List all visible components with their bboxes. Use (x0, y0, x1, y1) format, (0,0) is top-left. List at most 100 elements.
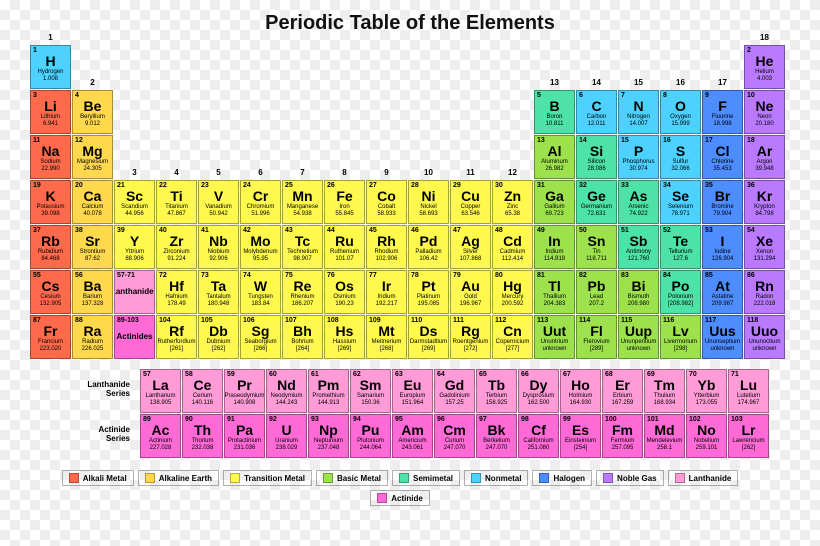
element-number: 7 (621, 92, 625, 99)
element-symbol: Mg (82, 144, 102, 158)
element-mass: [208.982] (668, 301, 693, 307)
element-mass: 72.631 (587, 211, 605, 217)
group-label-9: 9 (366, 168, 407, 177)
element-number: 118 (747, 317, 758, 324)
element-Ho: 67HoHolmium164.930 (560, 369, 601, 413)
element-mass: 114.818 (544, 256, 565, 262)
element-name: Ununpentium (621, 339, 657, 345)
element-name: Chromium (247, 204, 275, 210)
element-symbol: I (721, 234, 725, 248)
element-number: 89-103 (117, 317, 139, 324)
element-mass: 9.012 (85, 121, 100, 127)
legend-swatch (399, 473, 409, 483)
element-number: 43 (285, 227, 293, 234)
element-symbol: Cs (42, 279, 60, 293)
element-number: 104 (159, 317, 171, 324)
element-number: 58 (185, 371, 193, 378)
element-number: 80 (495, 272, 503, 279)
element-symbol: Md (654, 423, 674, 437)
element-mass: 74.922 (629, 211, 647, 217)
group-label-17: 17 (702, 78, 743, 87)
element-Bh: 107BhBohrium[264] (282, 315, 323, 359)
element-symbol: Kr (757, 189, 773, 203)
element-mass: 243.061 (402, 445, 424, 451)
element-In: 49InIndium114.818 (534, 225, 575, 269)
element-symbol: Ru (335, 234, 354, 248)
element-number: 3 (33, 92, 37, 99)
element-No: 102NoNobelium259.101 (686, 414, 727, 458)
element-symbol: W (254, 279, 267, 293)
element-mass: 106.42 (419, 256, 437, 262)
element-Lr: 103LrLawrencium[262] (728, 414, 769, 458)
element-name: Scandium (121, 204, 148, 210)
element-name: Silicon (588, 159, 606, 165)
element-Uup: 115UupUnunpentiumunknown (618, 315, 659, 359)
element-Lu: 71LuLutetium174.967 (728, 369, 769, 413)
element-name: Nitrogen (627, 114, 650, 120)
element-Ar: 18ArArgon39.948 (744, 135, 785, 179)
element-name: Manganese (287, 204, 318, 210)
element-Bi: 83BiBismuth208.980 (618, 270, 659, 314)
element-name: Selenium (668, 204, 693, 210)
element-symbol: N (633, 99, 643, 113)
element-name: Cadmium (500, 249, 526, 255)
element-mass: 180.948 (208, 301, 230, 307)
element-number: 44 (327, 227, 335, 234)
element-symbol: Uup (625, 324, 652, 338)
element-Pm: 61PmPromethium144.913 (308, 369, 349, 413)
element-Pt: 78PtPlatinum195.085 (408, 270, 449, 314)
element-mass: [269] (422, 346, 435, 352)
element-Tm: 69TmThulium168.934 (644, 369, 685, 413)
element-Bk: 97BkBerkelium247.070 (476, 414, 517, 458)
group-label-5: 5 (198, 168, 239, 177)
element-mass: 58.933 (377, 211, 395, 217)
element-symbol: Re (294, 279, 312, 293)
element-Uuo: 118UuoUnunoctiumunknown (744, 315, 785, 359)
legend-label: Transition Metal (244, 474, 305, 483)
element-symbol: Sm (360, 378, 382, 392)
legend-lanthanide: Lanthanide (668, 470, 739, 486)
element-name: Fluorine (712, 114, 734, 120)
element-Kr: 36KrKrypton84.798 (744, 180, 785, 224)
element-mass: 164.930 (570, 400, 592, 406)
element-name: Copper (461, 204, 481, 210)
element-name: Sulfur (673, 159, 689, 165)
element-number: 87 (33, 317, 41, 324)
element-number: 6 (579, 92, 583, 99)
element-name: Holmium (569, 393, 593, 399)
element-name: Tungsten (248, 294, 273, 300)
element-Li: 3LiLithium6.941 (30, 90, 71, 134)
element-Ni: 28NiNickel58.693 (408, 180, 449, 224)
element-mass: 10.811 (546, 121, 564, 127)
element-number: 52 (663, 227, 671, 234)
element-Uut: 113UutUnuntriumunknown (534, 315, 575, 359)
element-number: 107 (285, 317, 297, 324)
element-Nd: 60NdNeodymium144.243 (266, 369, 307, 413)
group-label-1: 1 (30, 33, 71, 42)
element-name: Chlorine (711, 159, 733, 165)
element-name: Indium (545, 249, 563, 255)
element-mass: 39.098 (41, 211, 59, 217)
element-number: 53 (705, 227, 713, 234)
element-number: 65 (479, 371, 487, 378)
group-label-7: 7 (282, 168, 323, 177)
element-symbol: Ca (84, 189, 102, 203)
element-number: 26 (327, 182, 335, 189)
element-mass: 101.07 (335, 256, 353, 262)
element-mass: 140.116 (192, 400, 213, 406)
element-number: 81 (537, 272, 545, 279)
element-Pa: 91PaProtactinium231.036 (224, 414, 265, 458)
element-Tb: 65TbTerbium158.925 (476, 369, 517, 413)
element-Sm: 62SmSamarium150.36 (350, 369, 391, 413)
element-mass: 209.987 (712, 301, 734, 307)
element-mass: 168.934 (654, 400, 676, 406)
element-name: Rhodium (374, 249, 398, 255)
element-Lanthanides: 57-71Lanthanides (114, 270, 155, 314)
element-mass: 6.941 (43, 121, 58, 127)
element-number: 40 (159, 227, 167, 234)
element-Nb: 41NbNiobium92.906 (198, 225, 239, 269)
element-name: Ununseptium (705, 339, 740, 345)
element-name: Antimony (626, 249, 651, 255)
element-mass: 223.020 (40, 346, 62, 352)
element-mass: 244.064 (360, 445, 382, 451)
